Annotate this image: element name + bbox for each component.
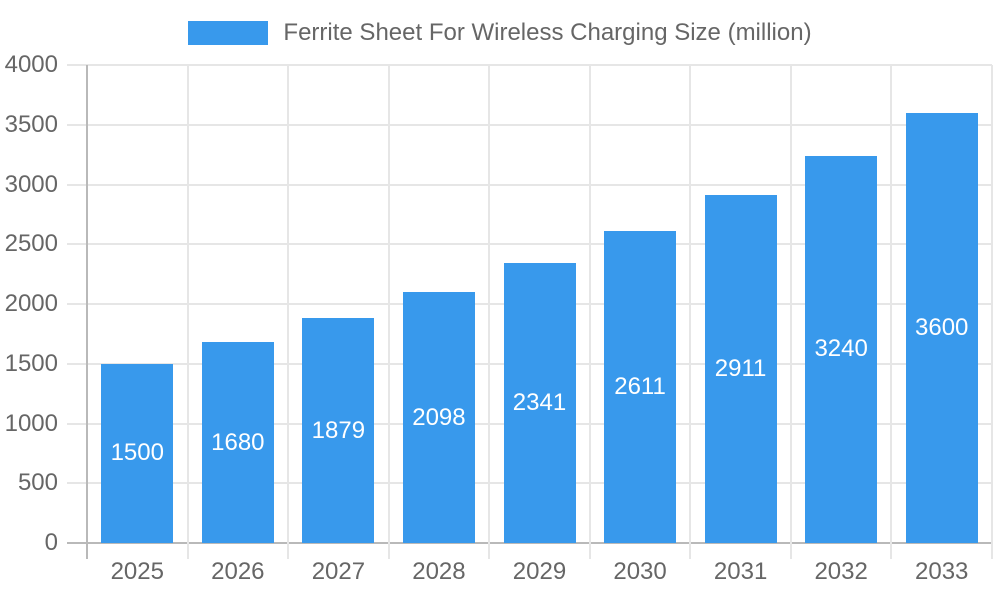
bar-value-label: 2098 <box>412 403 466 431</box>
x-axis-label: 2027 <box>311 558 366 585</box>
x-axis-label: 2031 <box>713 558 768 585</box>
y-axis-tick <box>67 422 87 425</box>
x-axis-label: 2032 <box>814 558 868 585</box>
x-axis-label: 2025 <box>110 558 164 585</box>
bar-2027[interactable]: 1879 <box>302 318 375 543</box>
bar-value-label: 1680 <box>211 428 265 456</box>
legend-swatch-icon <box>188 21 269 45</box>
x-axis-tick <box>86 543 88 559</box>
bar-value-label: 3240 <box>814 335 868 363</box>
bar-2032[interactable]: 3240 <box>805 155 878 543</box>
y-axis-tick <box>67 243 87 246</box>
x-axis-tick <box>689 543 692 559</box>
gridline-horizontal <box>87 64 992 66</box>
x-axis-label: 2026 <box>211 558 265 585</box>
bar-2029[interactable]: 2341 <box>503 263 576 543</box>
gridline-vertical <box>287 65 290 543</box>
gridline-vertical <box>890 65 893 543</box>
x-axis-tick <box>890 543 893 559</box>
y-axis-tick <box>67 542 87 544</box>
y-axis-tick <box>67 362 87 365</box>
bar-2031[interactable]: 2911 <box>704 195 777 543</box>
bar-value-label: 3600 <box>915 313 969 341</box>
gridline-vertical <box>991 65 993 543</box>
gridline-horizontal <box>87 183 992 186</box>
gridline-vertical <box>86 65 88 543</box>
bar-2025[interactable]: 1500 <box>101 363 174 543</box>
x-axis-tick <box>186 543 189 559</box>
x-axis-tick <box>387 543 390 559</box>
plot-area: 0 500 1000 1500 2000 2500 3000 3500 4000 1500 1680… <box>5 51 993 585</box>
legend-item[interactable]: Ferrite Sheet For Wireless Charging Size… <box>0 19 1000 47</box>
y-axis-label: 0 <box>44 529 58 556</box>
y-axis-label: 2500 <box>4 230 58 258</box>
bar-value-label: 1879 <box>311 416 366 444</box>
x-axis-tick <box>588 543 591 559</box>
gridline-horizontal <box>87 243 992 246</box>
y-axis-label: 2000 <box>4 290 58 317</box>
bar-2033[interactable]: 3600 <box>905 112 978 543</box>
y-axis-label: 1000 <box>4 409 58 437</box>
x-axis-label: 2029 <box>512 558 567 585</box>
x-axis-tick <box>287 543 290 559</box>
x-axis-tick <box>488 543 491 559</box>
y-axis-label: 1500 <box>4 349 58 377</box>
bar-value-label: 2911 <box>714 355 767 383</box>
x-axis-label: 2033 <box>915 558 969 585</box>
gridline-vertical <box>689 65 692 543</box>
y-axis-label: 4000 <box>4 51 58 78</box>
gridline-vertical <box>488 65 491 543</box>
bar-2028[interactable]: 2098 <box>402 292 475 543</box>
legend-label: Ferrite Sheet For Wireless Charging Size… <box>283 19 812 46</box>
gridline-vertical <box>387 65 390 543</box>
gridline-horizontal <box>87 542 992 544</box>
gridline-vertical <box>789 65 792 543</box>
bar-value-label: 2341 <box>512 389 567 417</box>
y-axis-tick <box>67 183 87 186</box>
bar-2026[interactable]: 1680 <box>201 342 274 543</box>
bar-value-label: 2611 <box>614 373 666 400</box>
y-axis-label: 3500 <box>4 110 58 138</box>
x-axis-tick <box>991 543 993 559</box>
x-axis-label: 2030 <box>613 558 667 585</box>
gridline-horizontal <box>87 123 992 126</box>
y-axis-tick <box>67 303 87 305</box>
x-axis-label: 2028 <box>412 558 466 585</box>
y-axis-tick <box>67 482 87 485</box>
y-axis-tick <box>67 64 87 66</box>
gridline-vertical <box>588 65 591 543</box>
gridline-vertical <box>186 65 189 543</box>
y-axis-tick <box>67 123 87 126</box>
bar-value-label: 1500 <box>110 439 164 467</box>
x-axis-tick <box>789 543 792 559</box>
y-axis-label: 500 <box>17 469 58 497</box>
bar-2030[interactable]: 2611 <box>604 231 677 543</box>
y-axis-label: 3000 <box>4 170 58 198</box>
